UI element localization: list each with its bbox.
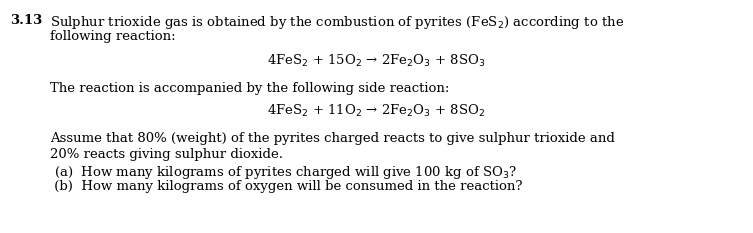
Text: Sulphur trioxide gas is obtained by the combustion of pyrites (FeS$_2$) accordin: Sulphur trioxide gas is obtained by the … bbox=[50, 14, 624, 31]
Text: 4FeS$_2$ + 15O$_2$ → 2Fe$_2$O$_3$ + 8SO$_3$: 4FeS$_2$ + 15O$_2$ → 2Fe$_2$O$_3$ + 8SO$… bbox=[267, 53, 485, 69]
Text: (b)  How many kilograms of oxygen will be consumed in the reaction?: (b) How many kilograms of oxygen will be… bbox=[50, 180, 523, 193]
Text: (a)  How many kilograms of pyrites charged will give 100 kg of SO$_3$?: (a) How many kilograms of pyrites charge… bbox=[50, 164, 517, 181]
Text: 3.13: 3.13 bbox=[10, 14, 42, 27]
Text: The reaction is accompanied by the following side reaction:: The reaction is accompanied by the follo… bbox=[50, 82, 450, 95]
Text: 4FeS$_2$ + 11O$_2$ → 2Fe$_2$O$_3$ + 8SO$_2$: 4FeS$_2$ + 11O$_2$ → 2Fe$_2$O$_3$ + 8SO$… bbox=[267, 103, 485, 119]
Text: following reaction:: following reaction: bbox=[50, 30, 175, 43]
Text: 20% reacts giving sulphur dioxide.: 20% reacts giving sulphur dioxide. bbox=[50, 148, 283, 161]
Text: Assume that 80% (weight) of the pyrites charged reacts to give sulphur trioxide : Assume that 80% (weight) of the pyrites … bbox=[50, 132, 615, 145]
